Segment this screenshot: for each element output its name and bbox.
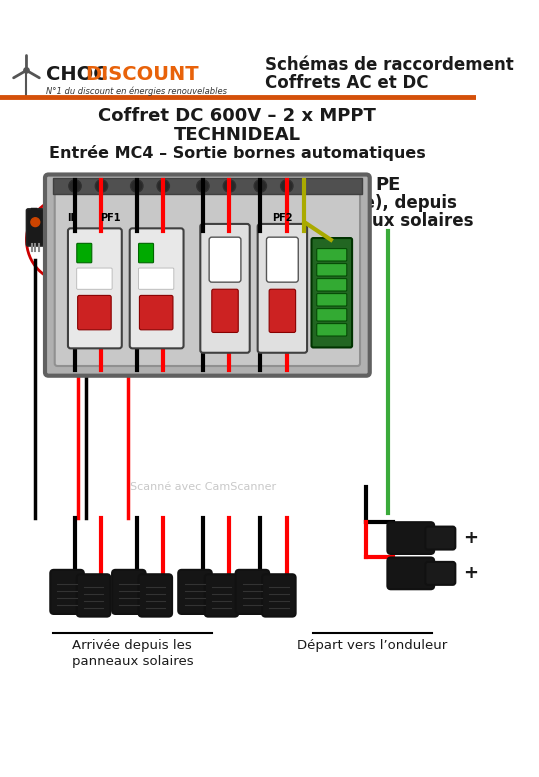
FancyBboxPatch shape	[55, 184, 360, 366]
FancyBboxPatch shape	[317, 249, 347, 261]
Circle shape	[95, 179, 108, 192]
Text: +: +	[62, 200, 76, 218]
Text: Arrivée depuis les: Arrivée depuis les	[72, 639, 192, 652]
Circle shape	[223, 179, 236, 192]
Text: N°1 du discount en énergies renouvelables: N°1 du discount en énergies renouvelable…	[46, 86, 227, 96]
FancyBboxPatch shape	[425, 527, 455, 549]
Text: Schémas de raccordement: Schémas de raccordement	[265, 56, 514, 75]
Text: Entrée MC4 – Sortie bornes automatiques: Entrée MC4 – Sortie bornes automatiques	[49, 145, 426, 161]
Text: +: +	[112, 277, 126, 294]
FancyBboxPatch shape	[50, 570, 84, 614]
FancyBboxPatch shape	[201, 224, 250, 353]
Text: PF2: PF2	[272, 213, 293, 223]
FancyBboxPatch shape	[45, 175, 370, 376]
FancyBboxPatch shape	[130, 228, 184, 348]
Text: DISCOUNT: DISCOUNT	[86, 65, 199, 84]
Text: Sens à respecter: Sens à respecter	[166, 196, 278, 209]
Circle shape	[197, 179, 209, 192]
FancyBboxPatch shape	[77, 574, 110, 617]
FancyBboxPatch shape	[26, 209, 50, 246]
FancyBboxPatch shape	[205, 574, 238, 617]
FancyBboxPatch shape	[68, 228, 122, 348]
FancyBboxPatch shape	[77, 268, 112, 289]
Text: panneaux solaires: panneaux solaires	[72, 654, 193, 667]
Circle shape	[31, 218, 40, 227]
FancyBboxPatch shape	[425, 562, 455, 585]
Text: Coffrets AC et DC: Coffrets AC et DC	[265, 74, 428, 92]
FancyBboxPatch shape	[139, 268, 174, 289]
FancyBboxPatch shape	[78, 295, 111, 329]
FancyBboxPatch shape	[212, 289, 238, 333]
Text: panneaux solaires: panneaux solaires	[303, 211, 474, 229]
Text: (String n°1): (String n°1)	[223, 295, 292, 308]
Circle shape	[69, 179, 81, 192]
FancyBboxPatch shape	[63, 209, 89, 251]
FancyBboxPatch shape	[139, 243, 154, 263]
Circle shape	[130, 179, 143, 192]
FancyBboxPatch shape	[317, 294, 347, 306]
FancyBboxPatch shape	[112, 570, 146, 614]
FancyBboxPatch shape	[388, 522, 434, 554]
FancyBboxPatch shape	[178, 570, 212, 614]
Text: (String n°2): (String n°2)	[166, 222, 235, 235]
Text: TECHNIDEAL: TECHNIDEAL	[174, 126, 301, 144]
FancyBboxPatch shape	[113, 286, 140, 328]
FancyBboxPatch shape	[209, 237, 241, 282]
Text: –: –	[80, 277, 88, 294]
Text: (Terre), depuis: (Terre), depuis	[319, 194, 457, 212]
Text: Attention: Attention	[166, 183, 229, 196]
Text: +: +	[464, 564, 478, 583]
Circle shape	[24, 68, 29, 73]
Text: Série de PV n°2: Série de PV n°2	[166, 209, 258, 222]
Text: Sens à respecter: Sens à respecter	[223, 269, 334, 282]
FancyBboxPatch shape	[388, 557, 434, 589]
Circle shape	[82, 294, 91, 303]
Circle shape	[254, 179, 266, 192]
FancyBboxPatch shape	[317, 308, 347, 321]
FancyBboxPatch shape	[269, 289, 295, 333]
FancyBboxPatch shape	[236, 570, 269, 614]
FancyBboxPatch shape	[139, 574, 172, 617]
Circle shape	[281, 179, 293, 192]
Text: PF1: PF1	[100, 213, 121, 223]
Text: +: +	[464, 529, 478, 547]
FancyBboxPatch shape	[78, 286, 101, 322]
Text: –: –	[30, 200, 38, 218]
Text: Départ vers l’onduleur: Départ vers l’onduleur	[298, 639, 447, 652]
FancyBboxPatch shape	[258, 224, 307, 353]
Text: CHOC: CHOC	[46, 65, 114, 84]
Text: PE: PE	[376, 176, 401, 194]
FancyBboxPatch shape	[266, 237, 298, 282]
FancyBboxPatch shape	[317, 263, 347, 276]
FancyBboxPatch shape	[262, 574, 295, 617]
Text: Attention: Attention	[223, 256, 285, 269]
Bar	[53, 178, 362, 194]
FancyBboxPatch shape	[317, 324, 347, 336]
FancyBboxPatch shape	[140, 295, 173, 329]
FancyBboxPatch shape	[312, 238, 352, 347]
FancyBboxPatch shape	[317, 279, 347, 291]
Text: Coffret DC 600V – 2 x MPPT: Coffret DC 600V – 2 x MPPT	[99, 107, 376, 125]
Text: Série de PV n°1: Série de PV n°1	[223, 282, 314, 295]
FancyBboxPatch shape	[77, 243, 92, 263]
Text: II: II	[67, 213, 74, 223]
Text: Scanné avec CamScanner: Scanné avec CamScanner	[130, 482, 276, 492]
Circle shape	[157, 179, 169, 192]
